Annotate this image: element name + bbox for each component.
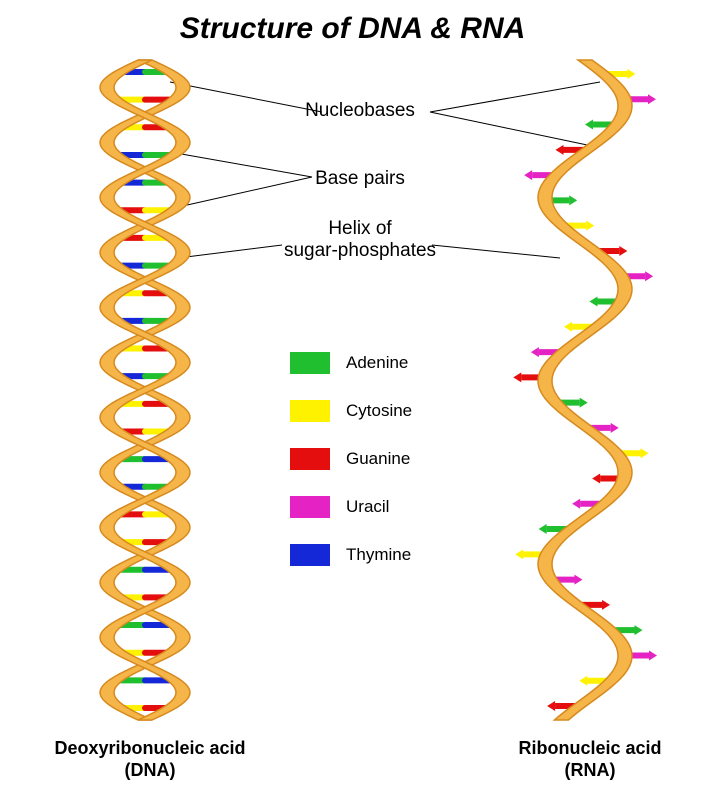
dna-helix — [100, 60, 190, 720]
rna-strand — [513, 60, 657, 720]
diagram-svg — [0, 0, 705, 800]
